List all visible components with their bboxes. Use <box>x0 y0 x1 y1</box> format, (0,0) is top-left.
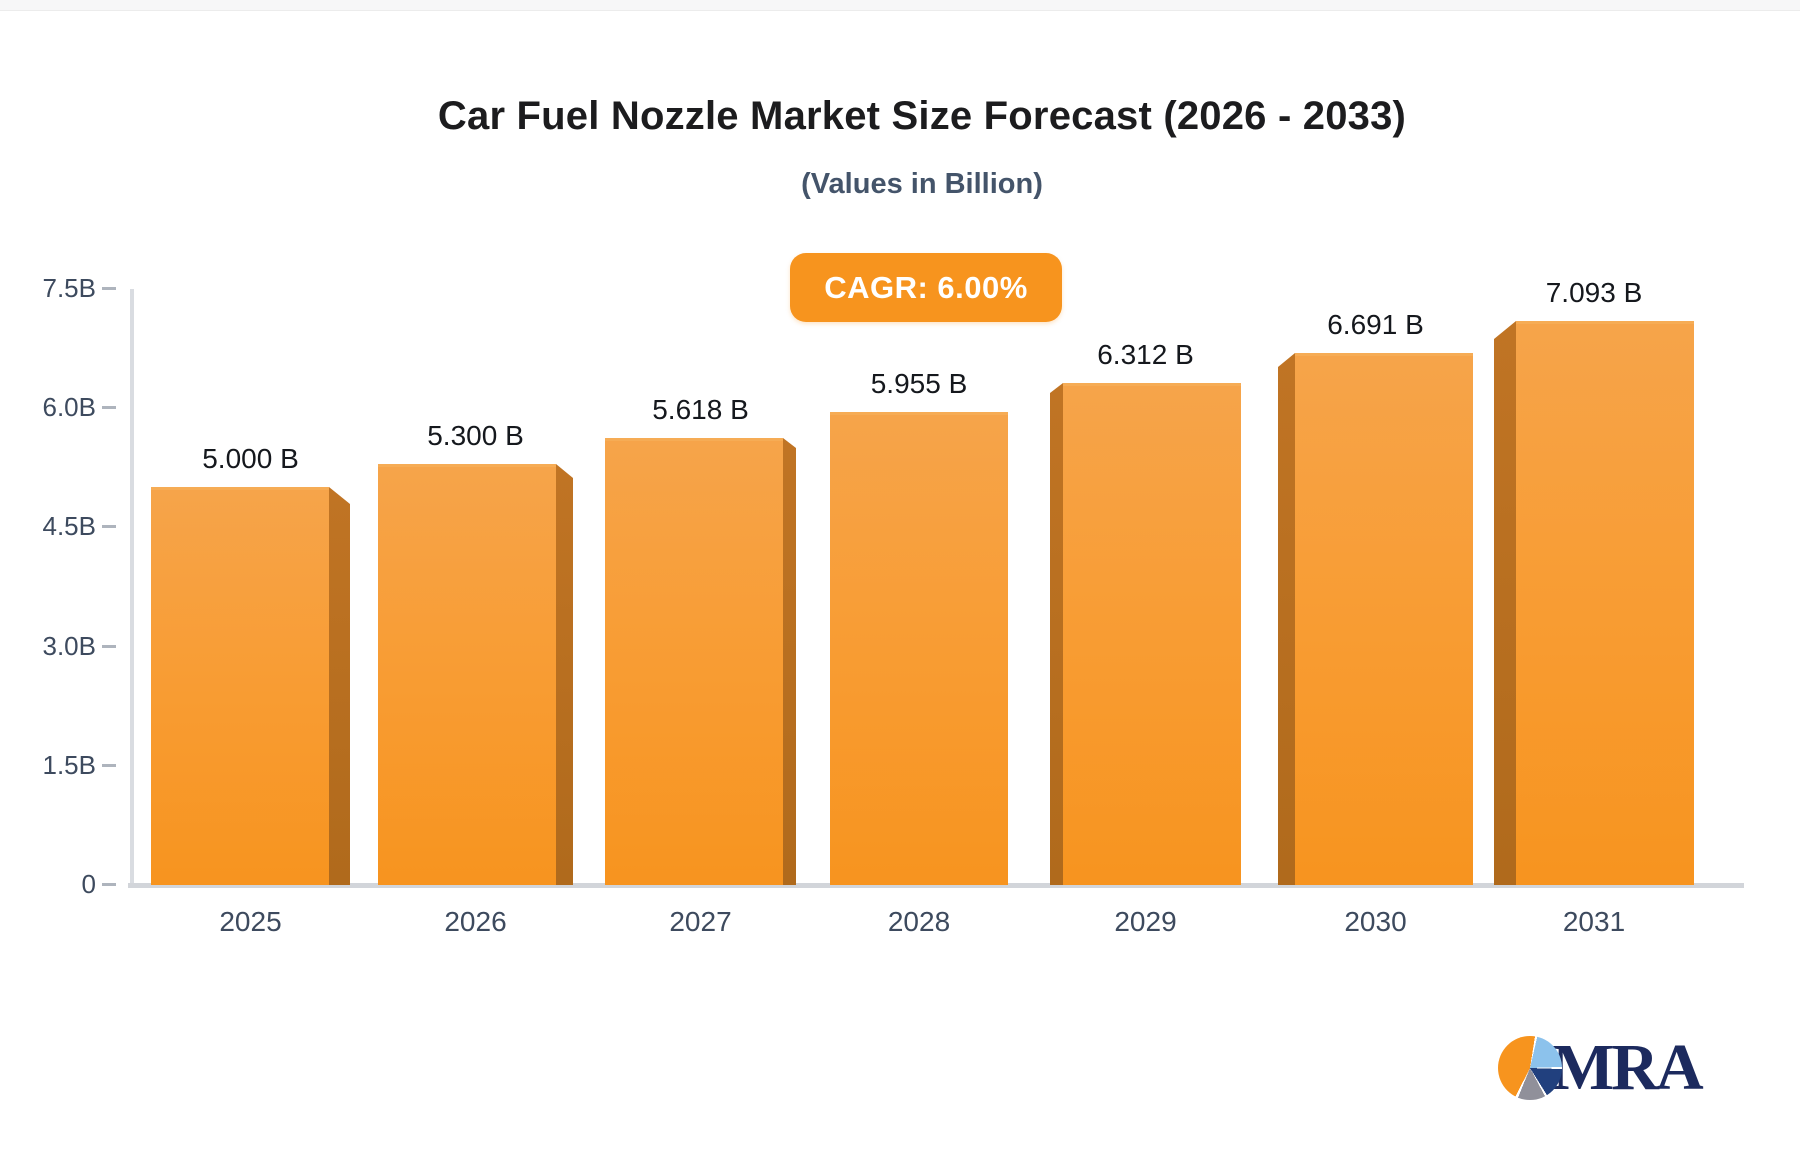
bar-side-face <box>329 487 350 885</box>
bar-value-label: 5.000 B <box>202 443 299 474</box>
bar-side-face <box>556 464 573 885</box>
x-tick-label: 2027 <box>669 906 732 937</box>
bar-side-face <box>1050 383 1063 885</box>
y-tick-label: 7.5B <box>42 272 97 303</box>
x-tick-label: 2030 <box>1344 906 1407 937</box>
bar-face <box>151 487 329 885</box>
logo-text: MRA <box>1552 1031 1704 1104</box>
bar-2027: 5.618 B <box>605 394 796 885</box>
y-tick-mark <box>102 763 116 767</box>
bar-face <box>1295 353 1473 885</box>
bar-side-face <box>1494 321 1516 885</box>
y-tick-mark <box>102 883 116 886</box>
bar-face <box>1063 383 1241 885</box>
bar-value-label: 5.300 B <box>427 420 524 451</box>
bar-value-label: 6.691 B <box>1327 309 1424 340</box>
x-tick-label: 2025 <box>219 906 282 937</box>
bar-value-label: 5.618 B <box>652 394 749 425</box>
x-tick-label: 2031 <box>1562 906 1626 937</box>
y-tick-label: 3.0B <box>42 630 97 661</box>
bar-face <box>830 412 1008 885</box>
page-top-border <box>0 0 1800 11</box>
y-tick-label: 1.5B <box>42 749 97 780</box>
y-tick-mark <box>102 406 116 409</box>
x-tick-label: 2026 <box>444 906 507 937</box>
x-tick-label: 2028 <box>887 906 951 937</box>
bar-2028: 5.955 B <box>830 368 1008 885</box>
y-axis-line <box>130 289 134 885</box>
page-title: Car Fuel Nozzle Market Size Forecast (20… <box>437 94 1407 138</box>
page-subtitle: (Values in Billion) <box>801 168 1043 200</box>
y-tick-mark <box>102 286 116 290</box>
y-tick-mark <box>102 525 116 529</box>
bar-2029: 6.312 B <box>1050 339 1241 885</box>
y-tick-label: 4.5B <box>42 511 97 542</box>
pie-chart-icon <box>1498 1036 1562 1100</box>
x-tick-label: 2029 <box>1114 906 1177 937</box>
y-tick-label: 0 <box>81 869 96 899</box>
bar-face <box>1516 321 1694 885</box>
cagr-badge: CAGR: 6.00% <box>790 253 1062 322</box>
brand-logo: MRA <box>1498 1031 1704 1104</box>
x-axis-line <box>128 883 1744 888</box>
bar-2030: 6.691 B <box>1278 309 1473 885</box>
bar-value-label: 7.093 B <box>1545 277 1643 308</box>
bar-face <box>378 464 556 885</box>
bar-value-label: 5.955 B <box>870 368 968 399</box>
bar-face <box>605 438 783 885</box>
bar-2026: 5.300 B <box>378 420 573 885</box>
bar-side-face <box>1278 353 1295 885</box>
bar-2025: 5.000 B <box>151 443 350 885</box>
bar-2031: 7.093 B <box>1494 277 1694 885</box>
bar-side-face <box>783 438 796 885</box>
bar-value-label: 6.312 B <box>1097 339 1194 370</box>
y-tick-label: 6.0B <box>42 392 97 422</box>
y-tick-mark <box>102 644 116 648</box>
